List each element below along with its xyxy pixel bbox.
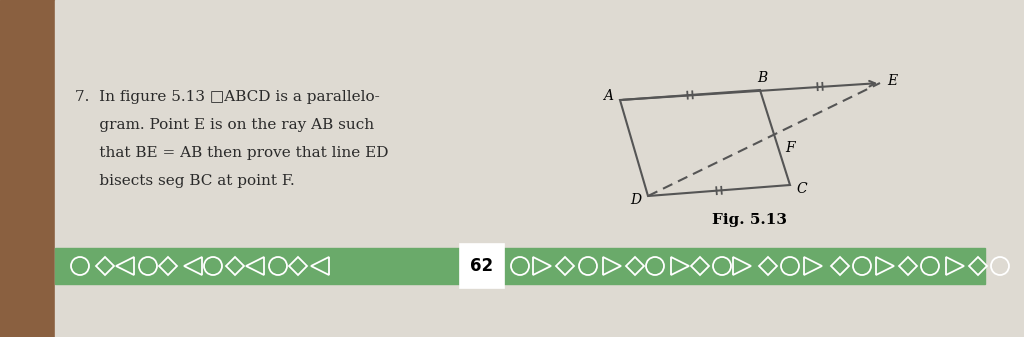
Text: 7.  In figure 5.13 □ABCD is a parallelo-: 7. In figure 5.13 □ABCD is a parallelo- [75,90,380,104]
Text: bisects seg BC at point F.: bisects seg BC at point F. [75,174,295,188]
Text: C: C [797,182,807,196]
Text: gram. Point E is on the ray AB such: gram. Point E is on the ray AB such [75,118,374,132]
Bar [460,244,504,288]
Bar [0,0,55,337]
Text: D: D [631,193,642,207]
Text: that BE = AB then prove that line ED: that BE = AB then prove that line ED [75,146,388,160]
Text: Fig. 5.13: Fig. 5.13 [712,213,786,227]
Text: E: E [887,74,897,88]
Bar [55,248,985,284]
Text: B: B [757,71,767,85]
Text: F: F [785,141,795,155]
Text: A: A [603,89,613,103]
Text: 62: 62 [470,257,494,275]
